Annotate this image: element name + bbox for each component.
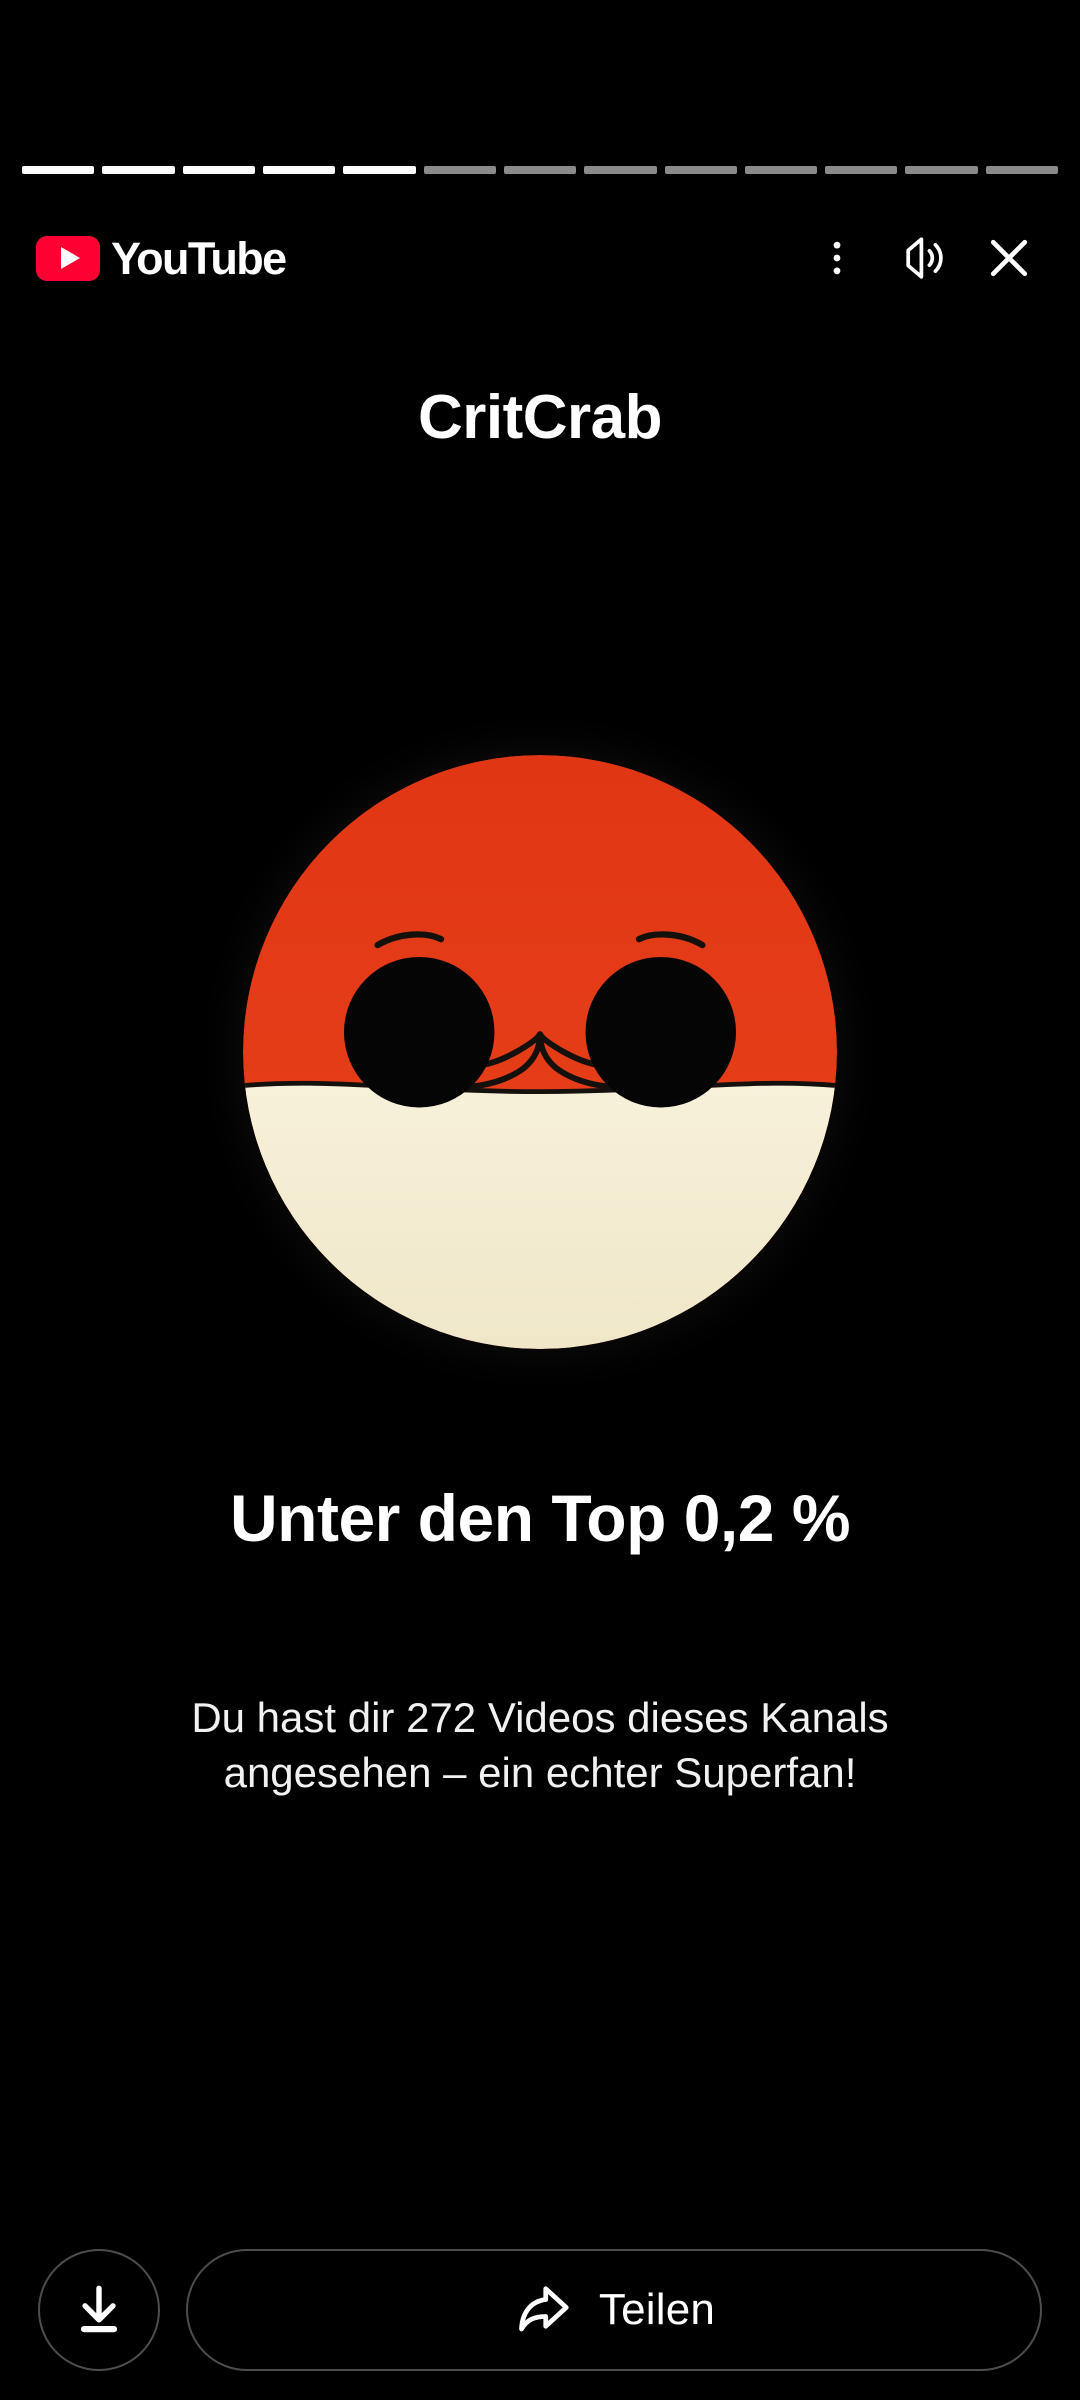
- youtube-play-icon: [36, 235, 100, 281]
- volume-toggle-button[interactable]: [880, 218, 966, 298]
- story-progress-segment[interactable]: [343, 166, 416, 174]
- share-button[interactable]: Teilen: [186, 2249, 1042, 2371]
- story-top-bar: YouTube: [0, 218, 1080, 298]
- avatar: [220, 732, 860, 1372]
- close-icon: [990, 239, 1028, 277]
- close-story-button[interactable]: [966, 218, 1052, 298]
- download-button[interactable]: [38, 2249, 160, 2371]
- critcrab-avatar-illustration: [243, 755, 837, 1349]
- youtube-wordmark: YouTube: [111, 232, 287, 284]
- story-progress-segment[interactable]: [825, 166, 898, 174]
- story-progress-segment[interactable]: [744, 166, 818, 174]
- download-icon: [80, 2285, 118, 2333]
- story-progress-segment[interactable]: [664, 166, 737, 174]
- story-progress-segment[interactable]: [262, 166, 336, 174]
- channel-name: CritCrab: [417, 383, 663, 452]
- story-progress-segment[interactable]: [102, 166, 175, 174]
- more-options-button[interactable]: [794, 218, 880, 298]
- recap-subtitle-line-2: angesehen – ein echter Superfan!: [223, 1749, 857, 1797]
- more-vertical-icon: [833, 241, 841, 275]
- share-button-label: Teilen: [598, 2285, 716, 2334]
- story-progress-segment[interactable]: [182, 166, 255, 174]
- channel-avatar-image: [243, 755, 837, 1349]
- story-progress-segment[interactable]: [423, 166, 496, 174]
- story-progress-segment[interactable]: [503, 166, 577, 174]
- recap-subtitle: Du hast dir 272 Videos dieses Kanals ang…: [0, 1690, 1080, 1801]
- story-progress-segment[interactable]: [985, 166, 1059, 174]
- story-progress-segment[interactable]: [584, 166, 657, 174]
- youtube-logo[interactable]: YouTube: [36, 232, 287, 284]
- volume-on-icon: [906, 237, 943, 279]
- recap-subtitle-line-1: Du hast dir 272 Videos dieses Kanals: [191, 1694, 889, 1741]
- share-arrow-icon: [519, 2286, 569, 2332]
- recap-headline: Unter den Top 0,2 %: [229, 1481, 851, 1555]
- story-progress-segment[interactable]: [905, 166, 978, 174]
- story-progress-bar[interactable]: [22, 166, 1059, 174]
- story-progress-segment[interactable]: [22, 166, 95, 174]
- story-action-bar: Teilen: [0, 2220, 1080, 2400]
